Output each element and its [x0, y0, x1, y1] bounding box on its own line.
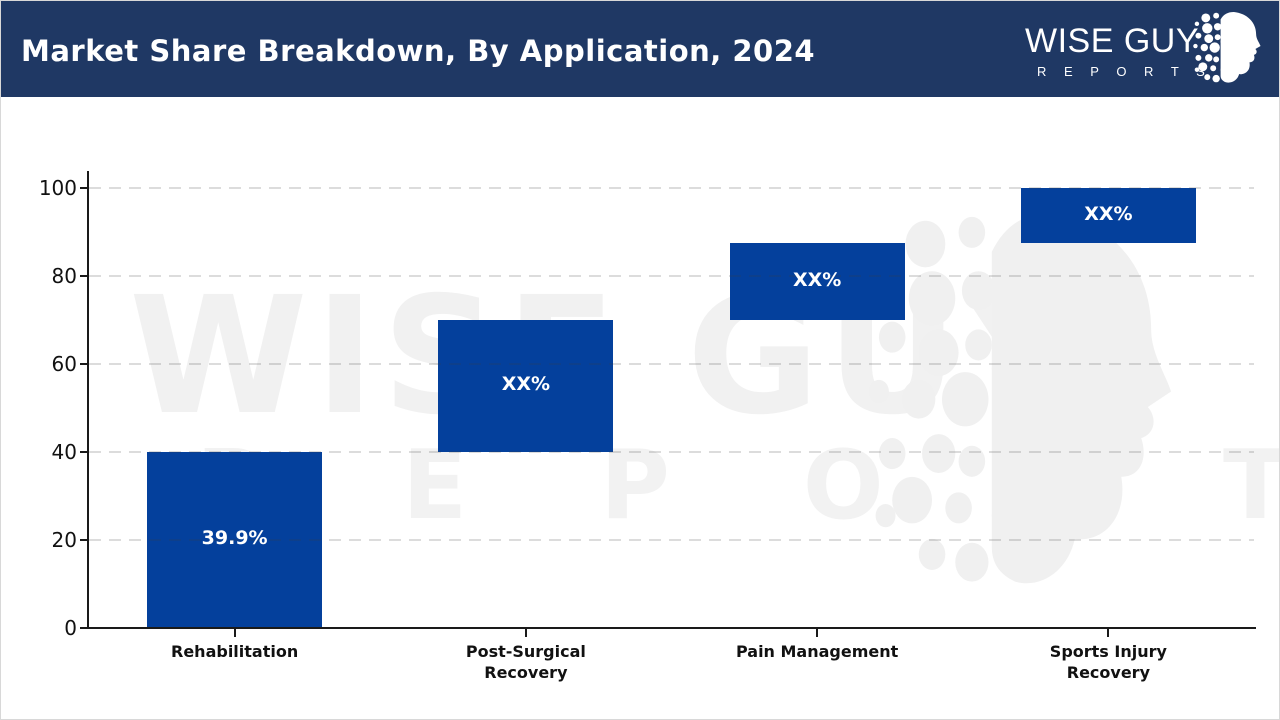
bar-segment [147, 452, 323, 628]
x-tick-label: Rehabilitation [171, 642, 299, 661]
x-tick-mark [1107, 629, 1110, 637]
y-axis-spine [87, 171, 89, 629]
y-tick-mark [80, 187, 88, 189]
bar-value-label: 39.9% [201, 527, 268, 550]
y-tick-label: 20 [51, 528, 77, 552]
y-tick-mark [80, 363, 88, 365]
x-tick-mark [233, 629, 236, 637]
bar-value-label: XX% [501, 373, 551, 396]
bar-segment [1020, 188, 1196, 243]
bar-value-label: XX% [1084, 202, 1133, 225]
y-tick-mark [80, 275, 88, 277]
bar-segment [729, 243, 905, 320]
wise-guy-logo: WISE GUY R E P O R T S [1025, 10, 1265, 90]
y-tick-label: 80 [51, 264, 77, 288]
x-tick-mark [524, 629, 527, 637]
y-tick-label: 0 [64, 616, 77, 640]
gridline [89, 187, 1254, 189]
x-tick-label: Pain Management [735, 642, 899, 661]
x-tick-label: Sports Injury Recovery [1049, 642, 1167, 682]
x-axis-spine [87, 627, 1256, 629]
logo-wordmark: WISE GUY [1025, 22, 1199, 60]
gridline [89, 363, 1254, 365]
watermark-dotted-face-icon [868, 213, 1172, 584]
y-tick-label: 40 [51, 440, 77, 464]
y-tick-mark [80, 539, 88, 541]
gridline [89, 451, 1254, 453]
bar-segment [438, 320, 614, 453]
wise-guy-logo-graphic: WISE GUY R E P O R T S [1025, 12, 1261, 83]
header-bar: Market Share Breakdown, By Application, … [1, 1, 1279, 97]
y-tick-label: 100 [38, 176, 77, 200]
logo-subtext: R E P O R T S [1037, 64, 1212, 79]
gridline [89, 539, 1254, 541]
x-tick-mark [816, 629, 819, 637]
x-tick-label: Post-Surgical Recovery [465, 642, 586, 682]
page-title: Market Share Breakdown, By Application, … [21, 34, 816, 68]
y-tick-mark [80, 451, 88, 453]
gridline [89, 275, 1254, 277]
y-tick-mark [80, 627, 88, 629]
bar-value-label: XX% [792, 268, 842, 291]
y-tick-label: 60 [51, 352, 77, 376]
